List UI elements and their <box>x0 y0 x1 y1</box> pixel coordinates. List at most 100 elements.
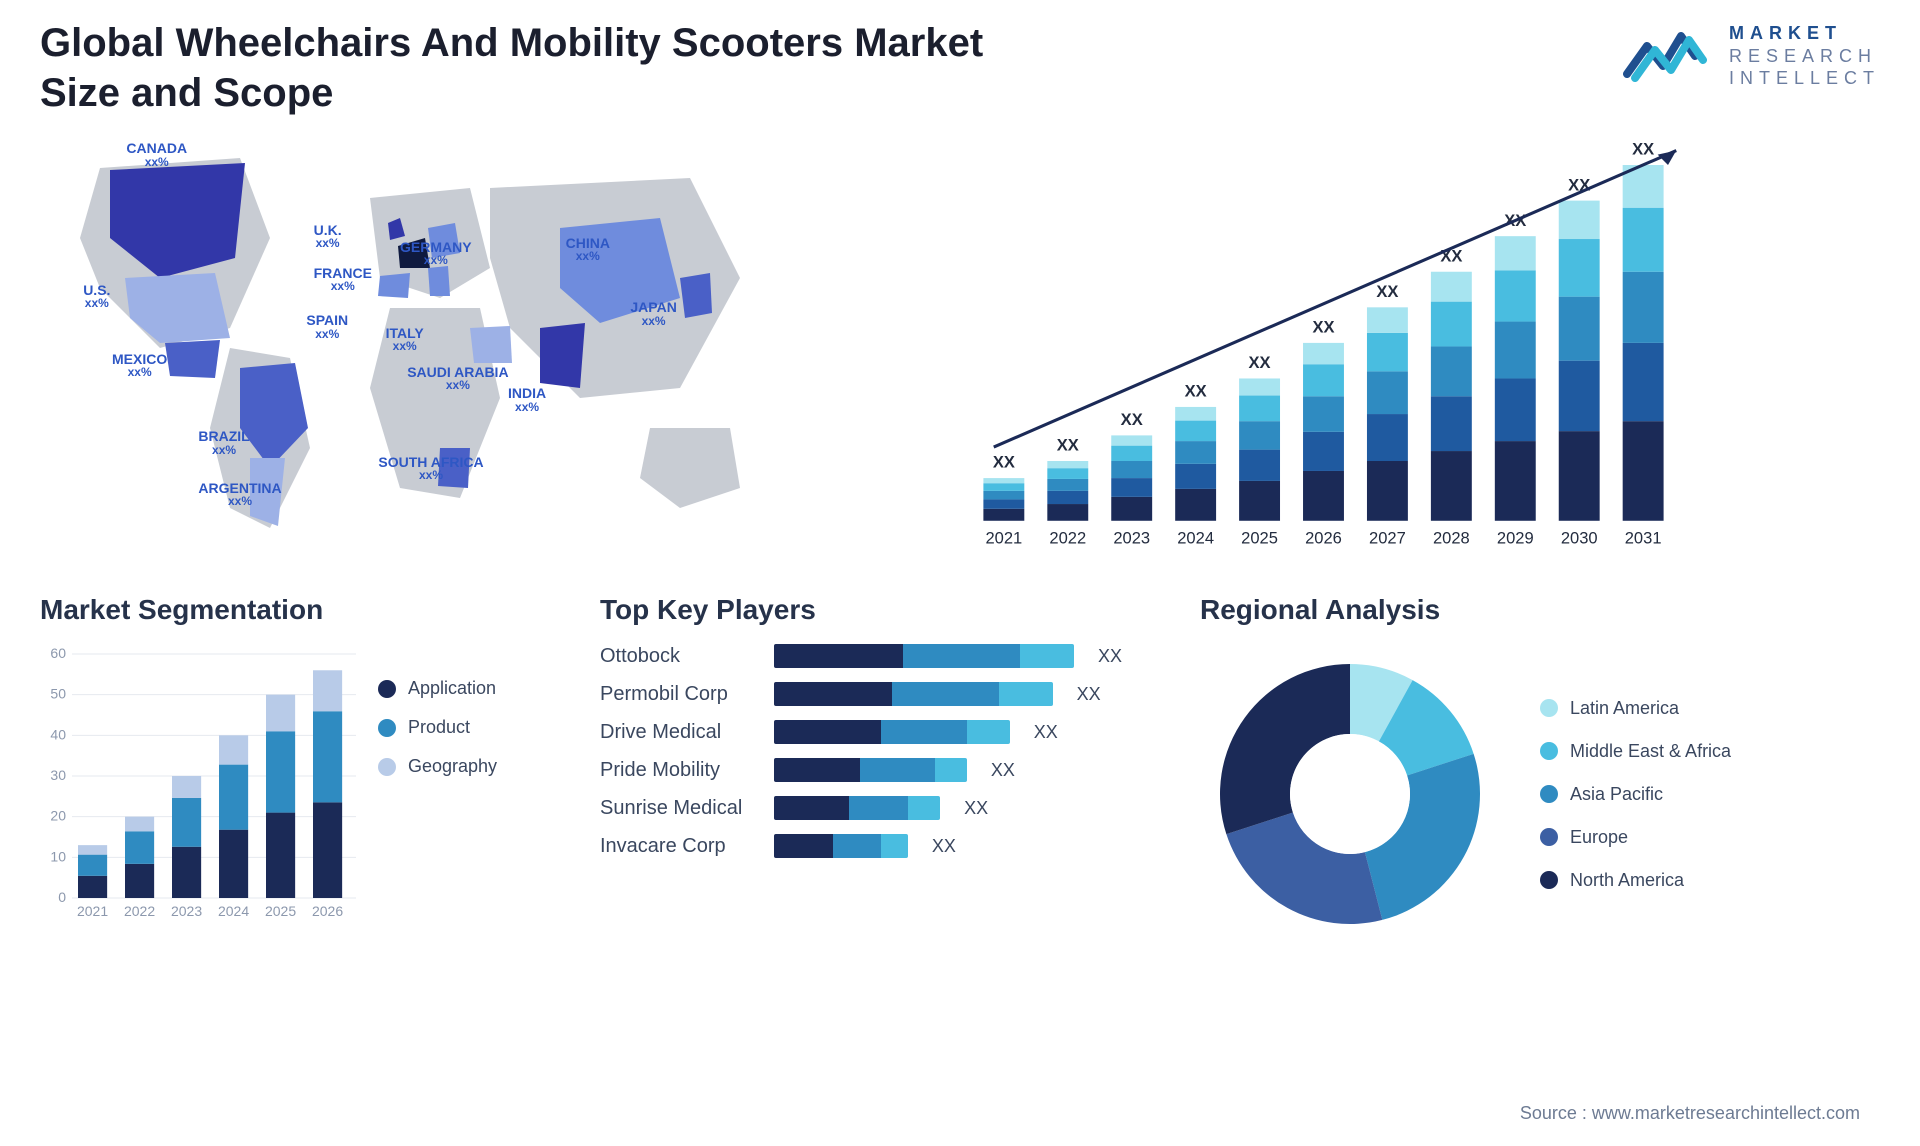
player-name: Ottobock <box>600 645 760 668</box>
map-label: CANADAxx% <box>126 141 187 168</box>
forecast-chart-svg: XX 2021 XX 2022 XX 2023 XX 2024 XX 2025 XX 2026 XX 20… <box>800 134 1870 558</box>
svg-text:2028: 2028 <box>1433 529 1470 548</box>
segmentation-chart: 0 10 20 30 40 50 60 2021 2022 2023 2024 2025 2026 <box>40 644 360 924</box>
svg-text:2031: 2031 <box>1625 529 1662 548</box>
map-label: ITALYxx% <box>386 326 424 353</box>
svg-text:XX: XX <box>1185 382 1207 401</box>
svg-text:50: 50 <box>50 686 66 702</box>
map-label: ARGENTINAxx% <box>198 481 281 508</box>
legend-item: Asia Pacific <box>1540 784 1731 805</box>
svg-text:2023: 2023 <box>171 903 202 919</box>
svg-text:40: 40 <box>50 726 66 742</box>
svg-text:2021: 2021 <box>985 529 1022 548</box>
players-list: Ottobock XX Permobil Corp XX Drive Medical XX… <box>600 644 1160 872</box>
logo-line3: INTELLECT <box>1729 67 1880 90</box>
logo-line2: RESEARCH <box>1729 45 1880 68</box>
svg-text:XX: XX <box>1121 410 1143 429</box>
player-bar <box>774 834 908 858</box>
player-value: XX <box>1077 684 1101 705</box>
svg-text:20: 20 <box>50 808 66 824</box>
donut-svg <box>1200 644 1500 944</box>
players-panel: Top Key Players Ottobock XX Permobil Corp X… <box>600 594 1160 944</box>
player-value: XX <box>1034 722 1058 743</box>
legend-item: Middle East & Africa <box>1540 741 1731 762</box>
player-bar <box>774 682 1053 706</box>
svg-text:2024: 2024 <box>1177 529 1214 548</box>
svg-text:30: 30 <box>50 767 66 783</box>
map-label: SAUDI ARABIAxx% <box>407 365 508 392</box>
svg-text:2021: 2021 <box>77 903 108 919</box>
player-row: Drive Medical XX <box>600 720 1160 744</box>
player-row: Ottobock XX <box>600 644 1160 668</box>
segmentation-panel: Market Segmentation 0 10 20 30 40 50 60 2021 202… <box>40 594 560 944</box>
player-name: Pride Mobility <box>600 759 760 782</box>
svg-text:2029: 2029 <box>1497 529 1534 548</box>
legend-item: Application <box>378 678 497 699</box>
map-label: U.K.xx% <box>314 223 342 250</box>
player-row: Invacare CorpXX <box>600 834 1160 858</box>
legend-item: Latin America <box>1540 698 1731 719</box>
player-row: Pride Mobility XX <box>600 758 1160 782</box>
svg-text:2030: 2030 <box>1561 529 1598 548</box>
regional-panel: Regional Analysis Latin America Middle Ea… <box>1200 594 1880 944</box>
player-name: Sunrise Medical <box>600 797 760 820</box>
legend-item: North America <box>1540 870 1731 891</box>
svg-text:60: 60 <box>50 645 66 661</box>
svg-text:0: 0 <box>58 889 66 905</box>
regional-title: Regional Analysis <box>1200 594 1880 626</box>
player-bar <box>774 758 967 782</box>
player-bar <box>774 796 940 820</box>
svg-text:2025: 2025 <box>265 903 296 919</box>
svg-text:2024: 2024 <box>218 903 249 919</box>
page-title: Global Wheelchairs And Mobility Scooters… <box>40 18 1040 118</box>
players-title: Top Key Players <box>600 594 1160 626</box>
player-value: XX <box>932 836 956 857</box>
segmentation-title: Market Segmentation <box>40 594 560 626</box>
segmentation-legend: Application Product Geography <box>378 644 497 777</box>
player-row: Permobil Corp XX <box>600 682 1160 706</box>
map-label: SOUTH AFRICAxx% <box>378 455 483 482</box>
player-row: Sunrise Medical XX <box>600 796 1160 820</box>
source-label: Source : www.marketresearchintellect.com <box>1520 1103 1860 1124</box>
svg-text:2022: 2022 <box>1049 529 1086 548</box>
regional-legend: Latin America Middle East & Africa Asia Pa… <box>1540 698 1731 891</box>
svg-text:XX: XX <box>1249 353 1271 372</box>
brand-logo: MARKET RESEARCH INTELLECT <box>1623 18 1880 90</box>
player-bar <box>774 720 1010 744</box>
svg-text:XX: XX <box>1376 282 1398 301</box>
logo-mark-icon <box>1623 26 1713 86</box>
legend-item: Product <box>378 717 497 738</box>
svg-text:2026: 2026 <box>312 903 343 919</box>
svg-text:2026: 2026 <box>1305 529 1342 548</box>
svg-text:2022: 2022 <box>124 903 155 919</box>
map-label: INDIAxx% <box>508 386 546 413</box>
svg-text:XX: XX <box>1632 140 1654 159</box>
svg-text:10: 10 <box>50 848 66 864</box>
svg-text:XX: XX <box>1057 436 1079 455</box>
svg-text:XX: XX <box>993 453 1015 472</box>
svg-text:XX: XX <box>1312 318 1334 337</box>
world-map: CANADAxx% U.S.xx% MEXICOxx% BRAZILxx% ARGENT… <box>40 128 760 558</box>
player-value: XX <box>964 798 988 819</box>
legend-item: Europe <box>1540 827 1731 848</box>
legend-item: Geography <box>378 756 497 777</box>
map-label: CHINAxx% <box>566 236 610 263</box>
map-label: GERMANYxx% <box>400 240 472 267</box>
logo-line1: MARKET <box>1729 22 1880 45</box>
svg-text:2027: 2027 <box>1369 529 1406 548</box>
player-bar <box>774 644 1074 668</box>
player-value: XX <box>1098 646 1122 667</box>
svg-text:2023: 2023 <box>1113 529 1150 548</box>
map-label: U.S.xx% <box>83 283 110 310</box>
player-value: XX <box>991 760 1015 781</box>
map-label: MEXICOxx% <box>112 352 167 379</box>
map-label: FRANCExx% <box>314 266 372 293</box>
svg-text:2025: 2025 <box>1241 529 1278 548</box>
player-name: Permobil Corp <box>600 683 760 706</box>
player-name: Drive Medical <box>600 721 760 744</box>
map-label: SPAINxx% <box>306 313 348 340</box>
map-label: JAPANxx% <box>630 300 676 327</box>
map-label: BRAZILxx% <box>198 429 249 456</box>
regional-donut <box>1200 644 1500 944</box>
forecast-chart: XX 2021 XX 2022 XX 2023 XX 2024 XX 2025 XX 2026 XX 20… <box>790 128 1880 558</box>
